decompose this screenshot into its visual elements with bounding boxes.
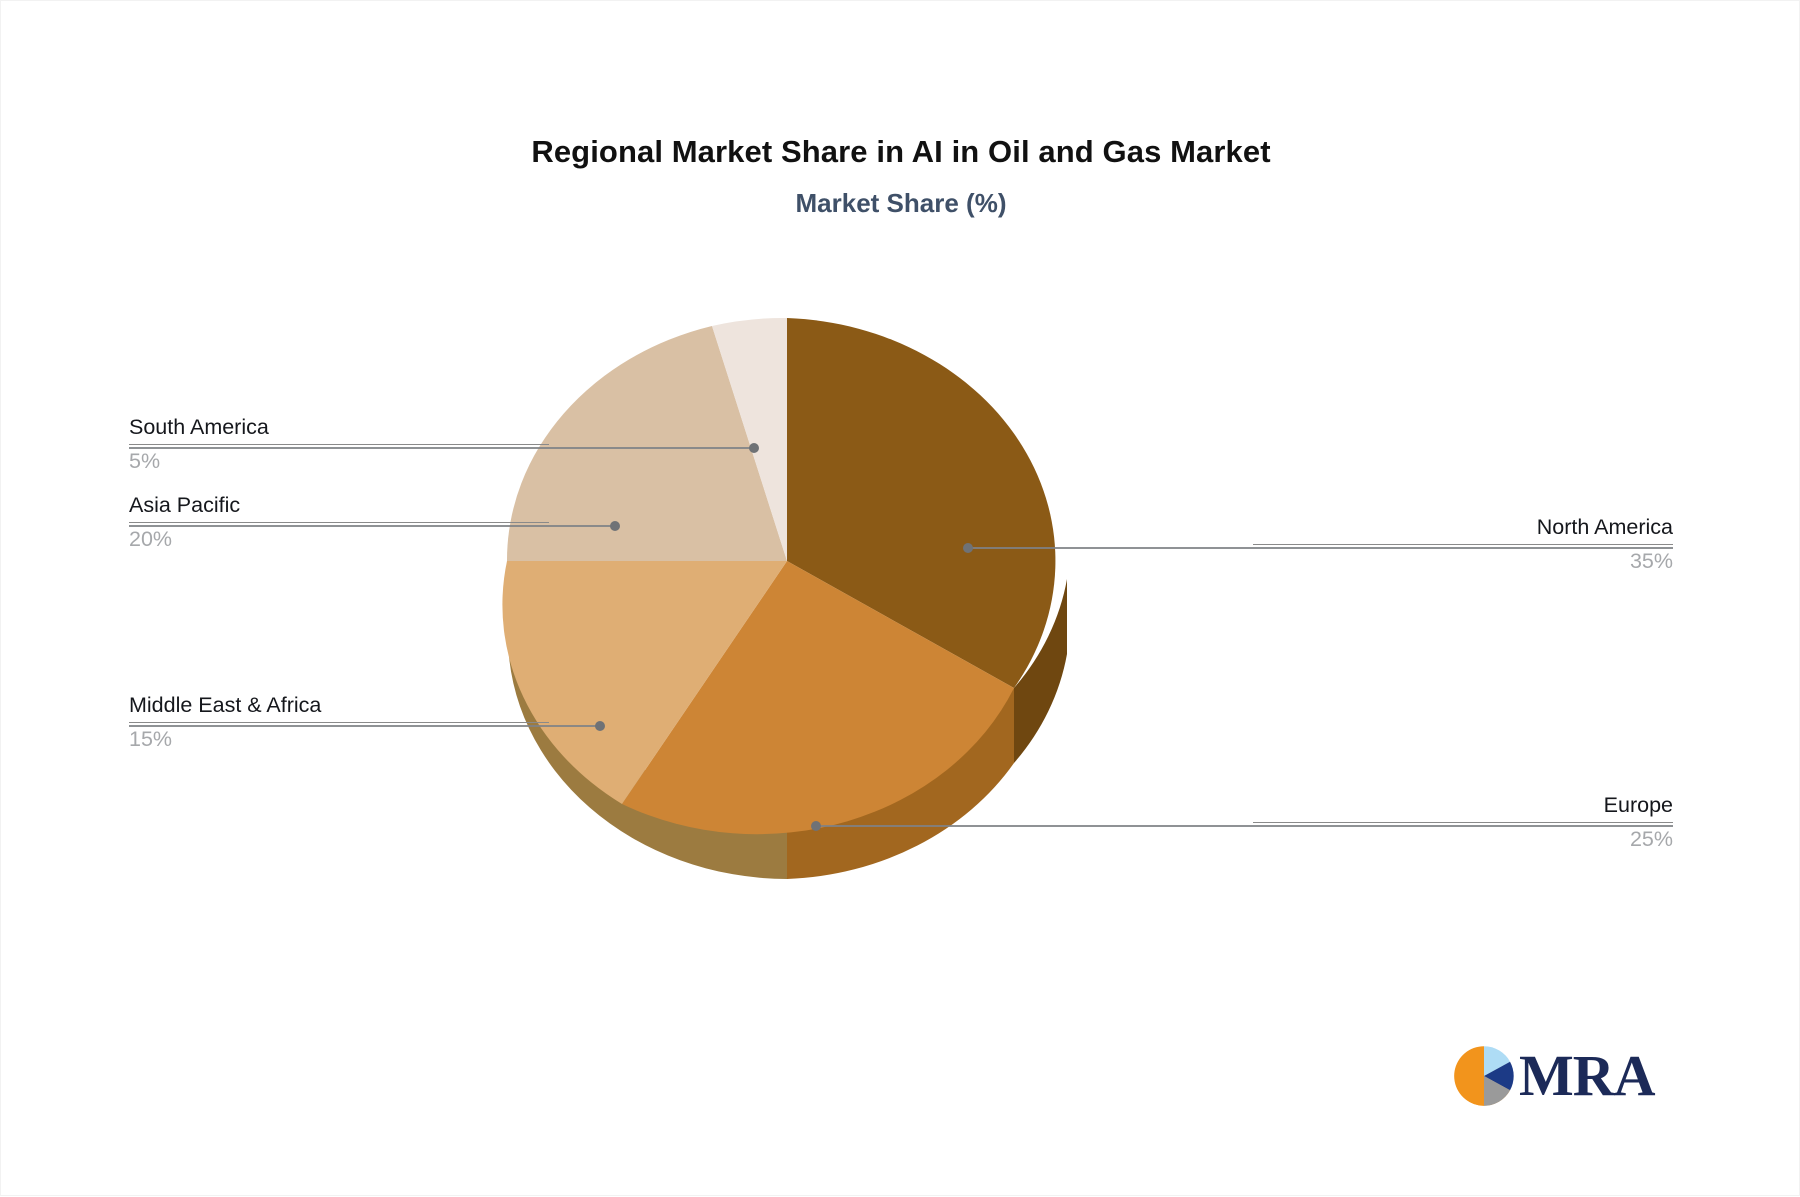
chart-subtitle: Market Share (%) [795, 188, 1007, 218]
leader-dot-europe [811, 821, 821, 831]
callout-value-europe: 25% [1629, 827, 1673, 851]
callout-europe[interactable]: Europe 25% [1253, 791, 1673, 853]
leader-dot-middle-east-africa [595, 721, 605, 731]
callout-rule-europe [1253, 822, 1673, 823]
callout-value-middle-east-africa: 15% [129, 727, 173, 751]
callout-label-north-america: North America [1536, 515, 1673, 539]
callout-middle-east-africa[interactable]: Middle East & Africa 15% [129, 691, 549, 753]
leader-dot-south-america [749, 443, 759, 453]
callout-asia-pacific[interactable]: Asia Pacific 20% [129, 491, 549, 553]
pie-slice-north-america[interactable] [787, 318, 1056, 688]
callout-label-middle-east-africa: Middle East & Africa [129, 693, 322, 717]
brand-logo[interactable]: MRA [1453, 1039, 1656, 1113]
callout-rule-north-america [1253, 544, 1673, 545]
callout-value-asia-pacific: 20% [129, 527, 173, 551]
callout-rule-south-america [129, 444, 549, 445]
callout-rule-asia-pacific [129, 522, 549, 523]
pie-slice-europe[interactable] [622, 561, 1014, 835]
callout-south-america[interactable]: South America 5% [129, 413, 549, 475]
pie-logo-icon [1454, 1046, 1514, 1106]
callout-label-asia-pacific: Asia Pacific [129, 493, 241, 517]
pie-slice-middle-east-africa[interactable] [502, 561, 787, 804]
callout-value-south-america: 5% [129, 449, 161, 473]
callout-north-america[interactable]: North America 35% [1253, 513, 1673, 575]
callout-rule-middle-east-africa [129, 722, 549, 723]
brand-name: MRA [1519, 1043, 1656, 1108]
callout-value-north-america: 35% [1629, 549, 1673, 573]
leader-dot-north-america [963, 543, 973, 553]
page-title: Regional Market Share in AI in Oil and G… [531, 134, 1271, 169]
callout-label-europe: Europe [1603, 793, 1673, 817]
callout-label-south-america: South America [129, 415, 269, 439]
pie-slice-south-america[interactable] [712, 317, 787, 561]
pie-top-face [502, 317, 1056, 835]
pie-side-middle-east-africa [508, 561, 787, 879]
pie-side-north-america [1014, 579, 1067, 763]
leader-dot-asia-pacific [610, 521, 620, 531]
pie-3d-depth [508, 561, 1067, 879]
pie-side-europe [787, 688, 1014, 879]
